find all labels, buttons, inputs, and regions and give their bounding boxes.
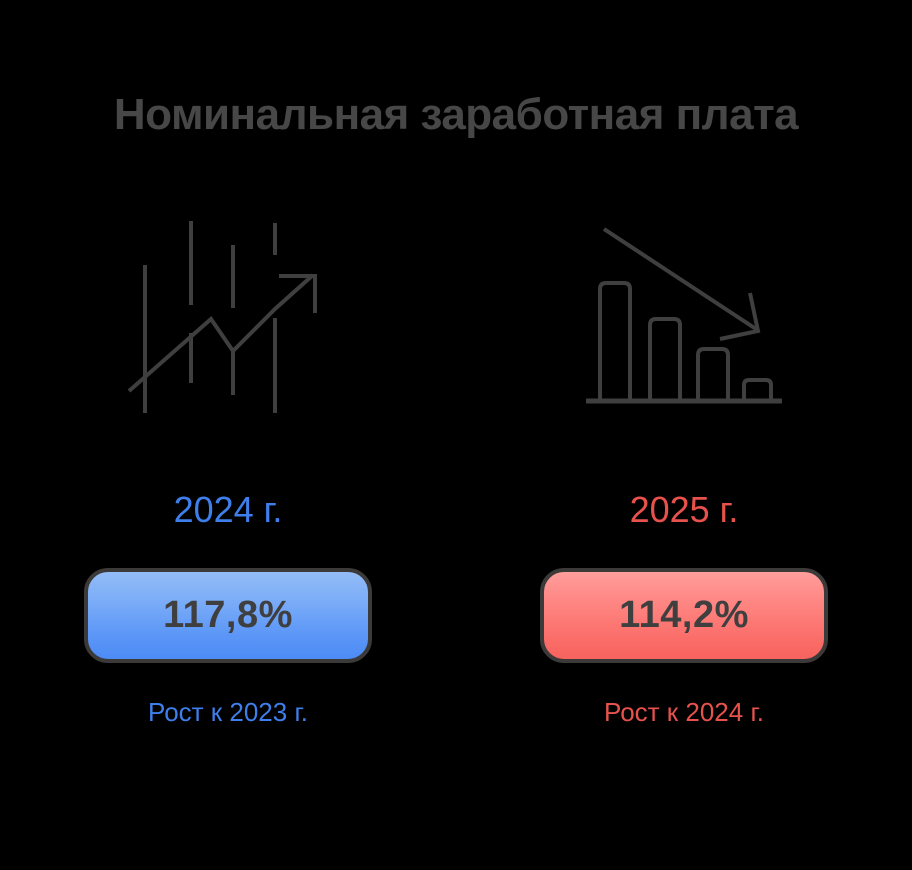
declining-bar-chart-svg [586, 227, 782, 404]
decline-arrow-shaft [602, 227, 758, 331]
year-label-2024: 2024 г. [173, 489, 283, 530]
chart-bar-4 [742, 378, 773, 401]
growth-line-chart-icon [123, 200, 333, 430]
value-badge-2025: 114,2% [540, 568, 828, 663]
year-label-2025: 2025 г. [629, 489, 739, 530]
panel-2025: 2025 г. 114,2% Рост к 2024 г. [456, 200, 912, 725]
chart-bar-2 [648, 317, 682, 401]
arrow-head [279, 273, 317, 313]
chart-bar-3 [696, 347, 730, 401]
declining-bar-chart-icon [584, 200, 784, 430]
decline-arrow-head [719, 292, 761, 341]
chart-bar-1 [598, 281, 632, 401]
trend-line [127, 273, 315, 393]
page-title: Номинальная заработная плата [113, 90, 799, 139]
caption-2025: Рост к 2024 г. [604, 697, 764, 727]
growth-line-chart-svg [127, 220, 317, 413]
caption-2024: Рост к 2023 г. [148, 697, 308, 727]
value-badge-2024-text: 117,8% [163, 594, 293, 636]
panel-2024: 2024 г. 117,8% Рост к 2023 г. [0, 200, 456, 725]
panel-row: 2024 г. 117,8% Рост к 2023 г. [0, 200, 912, 725]
value-badge-2025-text: 114,2% [619, 594, 749, 636]
value-badge-2024: 117,8% [84, 568, 372, 663]
